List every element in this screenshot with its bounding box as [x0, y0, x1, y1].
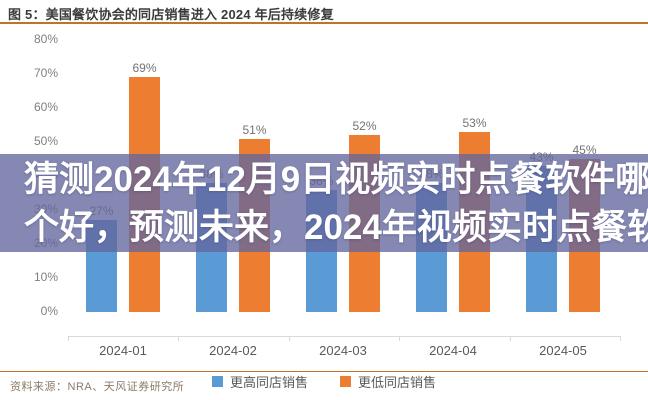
y-tick-label: 70% [33, 66, 58, 80]
legend-marker-orange-square [340, 376, 351, 387]
data-label: 45% [572, 143, 597, 157]
watermark-overlay-banner: 猜测2024年12月9日视频实时点餐软件哪 个好，预测未来，2024年视频实时点… [0, 154, 648, 252]
data-label: 52% [352, 119, 377, 134]
data-label: 53% [462, 115, 487, 130]
overlay-text-line2: 个好，预测未来，2024年视频实时点餐软 [24, 208, 648, 247]
x-axis-tick [620, 336, 621, 341]
x-category-label: 2024-03 [319, 343, 367, 358]
x-axis-tick [178, 336, 180, 341]
x-axis-tick [509, 336, 511, 341]
x-category-label: 2024-02 [209, 343, 257, 358]
figure-title: 图 5：美国餐饮协会的同店销售进入 2024 年后持续修复 [8, 7, 334, 22]
legend: 更高同店销售 更低同店销售 [0, 372, 648, 391]
title-divider [0, 22, 648, 24]
y-tick-label: 50% [33, 134, 58, 148]
data-label: 51% [242, 122, 267, 137]
x-axis-line [68, 336, 620, 337]
x-category-label: 2024-04 [429, 343, 477, 358]
y-tick-label: 60% [33, 100, 58, 114]
legend-item-higher-sales: 更高同店销售 [211, 372, 308, 391]
x-axis-tick [399, 336, 401, 341]
y-tick-label: 80% [33, 32, 58, 46]
x-category-label: 2024-05 [539, 343, 587, 358]
legend-marker-blue-square [211, 376, 223, 387]
x-axis-tick [288, 336, 290, 341]
legend-item-lower-sales: 更低同店销售 [340, 372, 436, 391]
legend-label-lower-sales: 更低同店销售 [358, 375, 437, 390]
footer-divider [0, 371, 648, 372]
source-note: 资料来源：NRA、天风证券研究所 [10, 381, 185, 393]
x-category-label: 2024-01 [99, 343, 147, 358]
legend-label-higher-sales: 更高同店销售 [229, 375, 308, 390]
overlay-text-line1: 猜测2024年12月9日视频实时点餐软件哪 [24, 160, 648, 199]
y-tick-label: 10% [33, 270, 58, 284]
x-axis-tick [68, 336, 69, 341]
data-label: 69% [132, 61, 157, 76]
y-tick-label: 0% [40, 304, 58, 318]
